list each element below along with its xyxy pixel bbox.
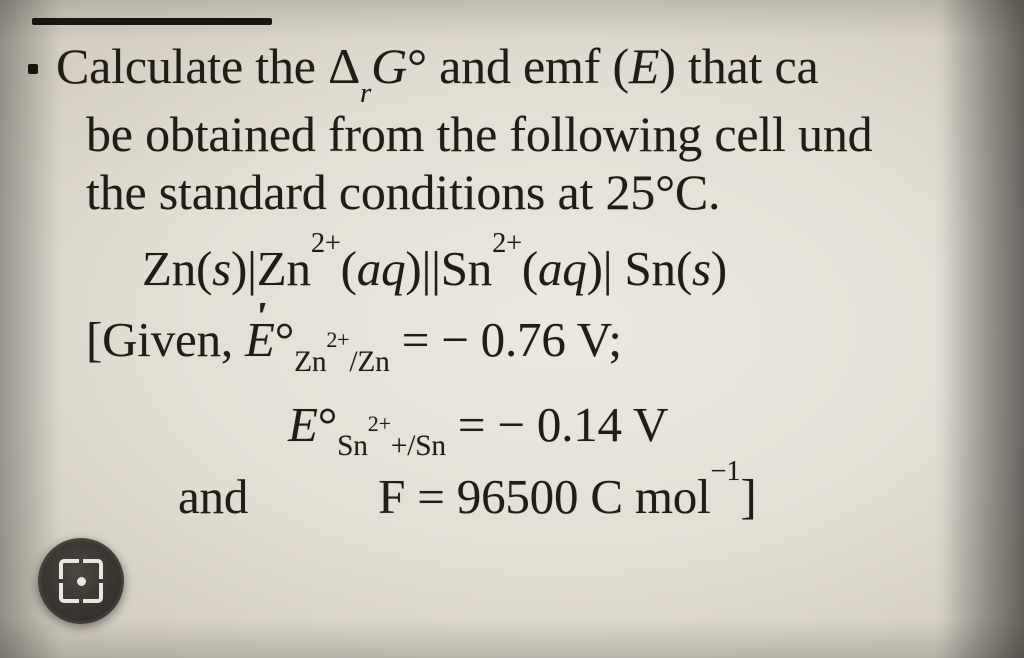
- eq-2: =: [446, 397, 498, 452]
- F-exp: −1: [711, 456, 741, 487]
- faraday: F = 96500 C mol−1]: [248, 471, 756, 524]
- sn-sub-2: Sn: [415, 430, 446, 462]
- lens-frame-icon: [59, 559, 103, 603]
- F-unit: C mol: [578, 469, 710, 524]
- bar-2: |: [603, 241, 613, 296]
- sn-slash: +/: [391, 430, 415, 462]
- temp-value: 25: [605, 164, 655, 220]
- zn-charge: 2+: [311, 228, 341, 259]
- double-bar: ||: [422, 241, 441, 296]
- prompt-line-1: Calculate the ΔrG° and emf (E) that ca: [30, 39, 1012, 101]
- textbook-page: Calculate the ΔrG° and emf (E) that ca b…: [0, 0, 1024, 658]
- phase-aq-2: aq: [538, 241, 587, 296]
- delta: Δ: [328, 38, 360, 94]
- ring-2: °: [318, 397, 337, 452]
- emf-E: E: [629, 38, 659, 94]
- eq: =: [390, 312, 442, 367]
- zn-solid: Zn: [142, 241, 196, 296]
- given-close: ]: [740, 469, 756, 524]
- given-line-f: andF = 96500 C mol−1]: [30, 471, 1012, 524]
- given-open: [Given,: [86, 312, 245, 367]
- lens-dot: [77, 577, 86, 586]
- ring: °: [275, 312, 294, 367]
- text: the standard conditions at: [86, 164, 605, 220]
- prompt-line-2: be obtained from the following cell und: [30, 107, 1012, 161]
- period: .: [708, 164, 720, 220]
- lens-corner: [59, 559, 79, 579]
- lens-corner: [83, 583, 103, 603]
- and-word: and: [86, 471, 248, 524]
- E-symbol-2: E: [288, 397, 318, 452]
- semicolon: ;: [608, 312, 621, 367]
- sn-solid: Sn: [624, 241, 675, 296]
- F-label: F: [378, 469, 405, 524]
- sn-couple: Sn2++/Sn: [337, 430, 446, 462]
- text: Calculate the: [56, 38, 328, 94]
- phase-aq: aq: [357, 241, 406, 296]
- given-line-zn: [Given, Eꞌ°Zn2+/Zn = − 0.76 V;: [30, 314, 1012, 378]
- bullet-icon: [28, 64, 38, 74]
- horizontal-rule: [32, 18, 272, 25]
- phase-s: s: [212, 241, 231, 296]
- unit-v-2: V: [622, 397, 668, 452]
- F-eq: =: [405, 469, 457, 524]
- google-lens-button[interactable]: [38, 538, 124, 624]
- zn-sup: 2+: [326, 327, 349, 352]
- unit-v: V: [566, 312, 609, 367]
- and-emf: and emf (: [427, 38, 629, 94]
- line1-tail: that ca: [676, 38, 819, 94]
- lens-corner: [59, 583, 79, 603]
- sn-charge: 2+: [492, 228, 522, 259]
- sn-ion: Sn: [441, 241, 492, 296]
- given-line-sn: E°Sn2++/Sn = − 0.14 V: [30, 399, 1012, 463]
- gibbs-G: G: [371, 38, 407, 94]
- zn-sub-2: Zn: [357, 346, 389, 378]
- tick-mark: ꞌ: [257, 298, 264, 327]
- prompt-line-3: the standard conditions at 25°C.: [30, 165, 1012, 219]
- zn-couple: Zn2+/Zn: [294, 346, 390, 378]
- phase-s-2: s: [692, 241, 711, 296]
- close-paren: ): [659, 38, 675, 94]
- lens-corner: [83, 559, 103, 579]
- F-value: 96500: [457, 469, 579, 524]
- zn-value: − 0.76: [441, 312, 565, 367]
- cell-notation: Zn(s)|Zn2+(aq)||Sn2+(aq)| Sn(s): [30, 243, 1012, 296]
- delta-sub: r: [360, 77, 371, 109]
- text: be obtained from the following cell und: [86, 106, 872, 162]
- sn-sub: Sn: [337, 430, 368, 462]
- E-symbol: Eꞌ: [245, 314, 275, 367]
- zn-sub: Zn: [294, 346, 326, 378]
- sn-value: − 0.14: [497, 397, 621, 452]
- sn-sup: 2+: [368, 411, 391, 436]
- degree: °: [407, 38, 427, 94]
- zn-ion: Zn: [257, 241, 311, 296]
- temp-unit: °C: [655, 164, 708, 220]
- bar: |: [247, 241, 257, 296]
- section-rule: [32, 18, 1012, 25]
